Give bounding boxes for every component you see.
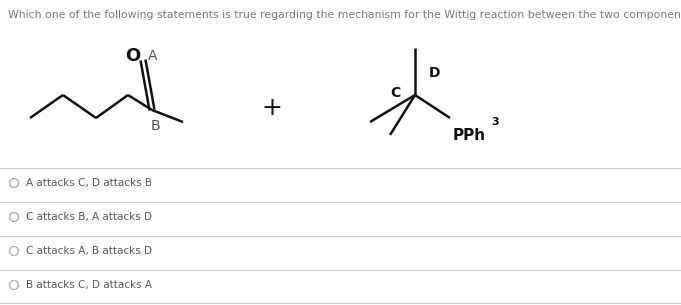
Text: B: B <box>151 119 160 133</box>
Text: +: + <box>262 96 283 120</box>
Text: A attacks C, D attacks B: A attacks C, D attacks B <box>26 178 152 188</box>
Text: A: A <box>148 49 158 63</box>
Text: O: O <box>125 47 140 65</box>
Text: C attacks A, B attacks D: C attacks A, B attacks D <box>26 246 152 256</box>
Text: PPh: PPh <box>453 128 486 143</box>
Text: 3: 3 <box>491 117 498 127</box>
Text: Which one of the following statements is true regarding the mechanism for the Wi: Which one of the following statements is… <box>8 10 681 20</box>
Text: C attacks B, A attacks D: C attacks B, A attacks D <box>26 212 152 222</box>
Text: D: D <box>429 66 441 80</box>
Text: C: C <box>390 86 400 100</box>
Text: B attacks C, D attacks A: B attacks C, D attacks A <box>26 280 152 290</box>
